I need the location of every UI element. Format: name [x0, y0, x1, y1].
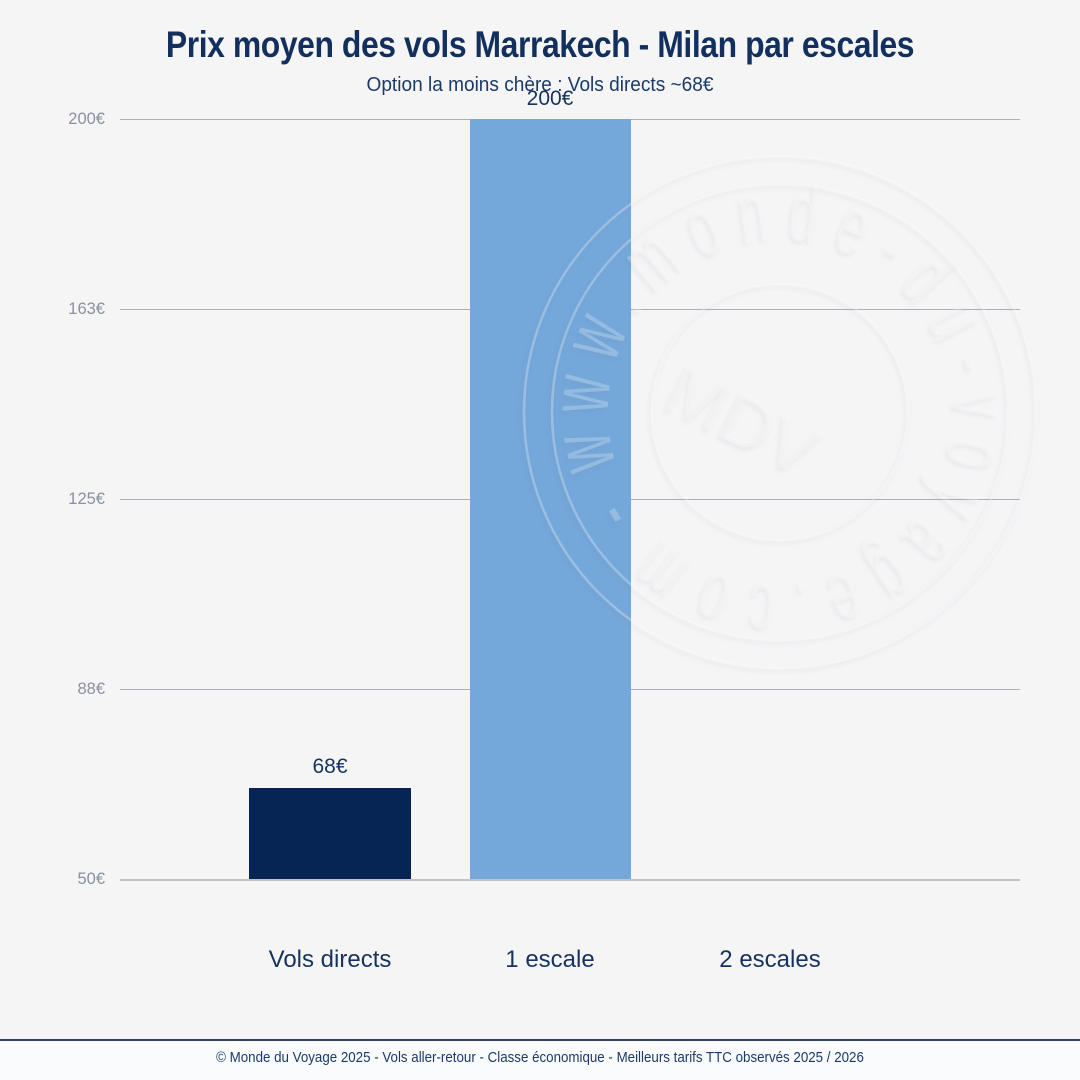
svg-text:w: w	[531, 371, 629, 417]
svg-text:n: n	[731, 164, 772, 262]
svg-text:o: o	[927, 431, 1025, 479]
svg-text:c: c	[744, 564, 778, 660]
svg-text:m: m	[614, 522, 705, 623]
svg-text:d: d	[784, 164, 823, 261]
svg-text:v: v	[933, 390, 1028, 419]
svg-text:.: .	[791, 564, 816, 659]
svg-text:MDV: MDV	[653, 349, 832, 493]
svg-text:-: -	[927, 341, 1023, 381]
svg-text:w: w	[533, 425, 633, 482]
